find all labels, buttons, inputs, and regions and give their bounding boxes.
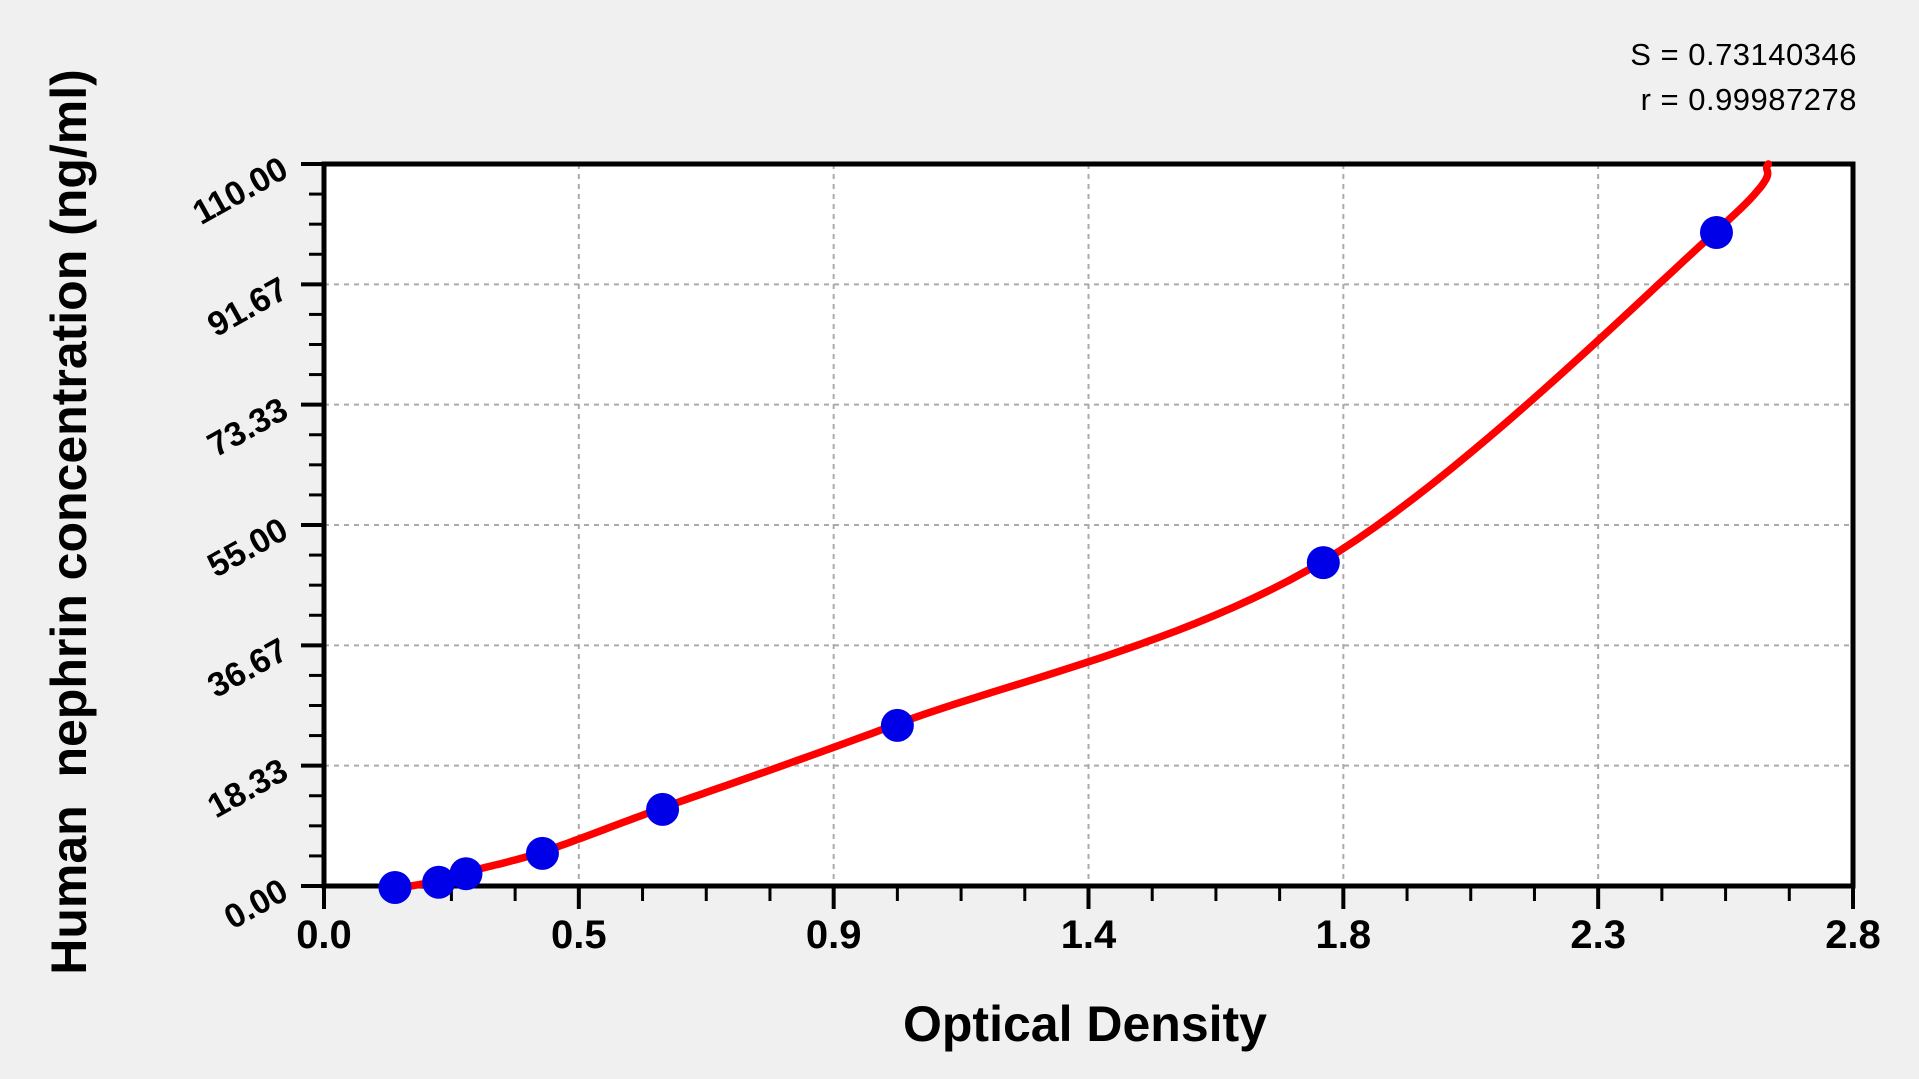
data-point (1306, 546, 1340, 580)
y-tick-label: 18.33 (201, 751, 294, 825)
fit-statistics: S = 0.73140346 r = 0.99987278 (1630, 32, 1857, 122)
data-point (422, 865, 456, 899)
plot-frame (321, 161, 1856, 889)
x-tick-label: 1.4 (1061, 913, 1117, 957)
x-axis-title: Optical Density (903, 996, 1267, 1052)
y-tick-label: 110.00 (186, 150, 294, 233)
fit-r-value: r = 0.99987278 (1640, 82, 1857, 117)
x-tick-label: 0.0 (296, 913, 352, 957)
data-point (449, 857, 483, 891)
data-point (1699, 215, 1733, 249)
data-point (378, 871, 412, 904)
data-point (646, 792, 680, 826)
y-tick-label: 55.00 (201, 511, 294, 585)
y-tick-label: 91.67 (201, 270, 294, 344)
x-tick-label: 2.3 (1570, 913, 1626, 957)
data-point (880, 708, 914, 742)
x-tick-label: 2.8 (1825, 913, 1881, 957)
data-point (525, 836, 559, 870)
y-tick-label: 36.67 (201, 631, 294, 705)
x-tick-label: 1.8 (1316, 913, 1372, 957)
fit-s-value: S = 0.73140346 (1630, 37, 1857, 72)
y-tick-label: 0.00 (218, 872, 294, 937)
x-tick-label: 0.5 (551, 913, 607, 957)
y-tick-label: 73.33 (201, 390, 294, 464)
x-tick-label: 0.9 (806, 913, 862, 957)
